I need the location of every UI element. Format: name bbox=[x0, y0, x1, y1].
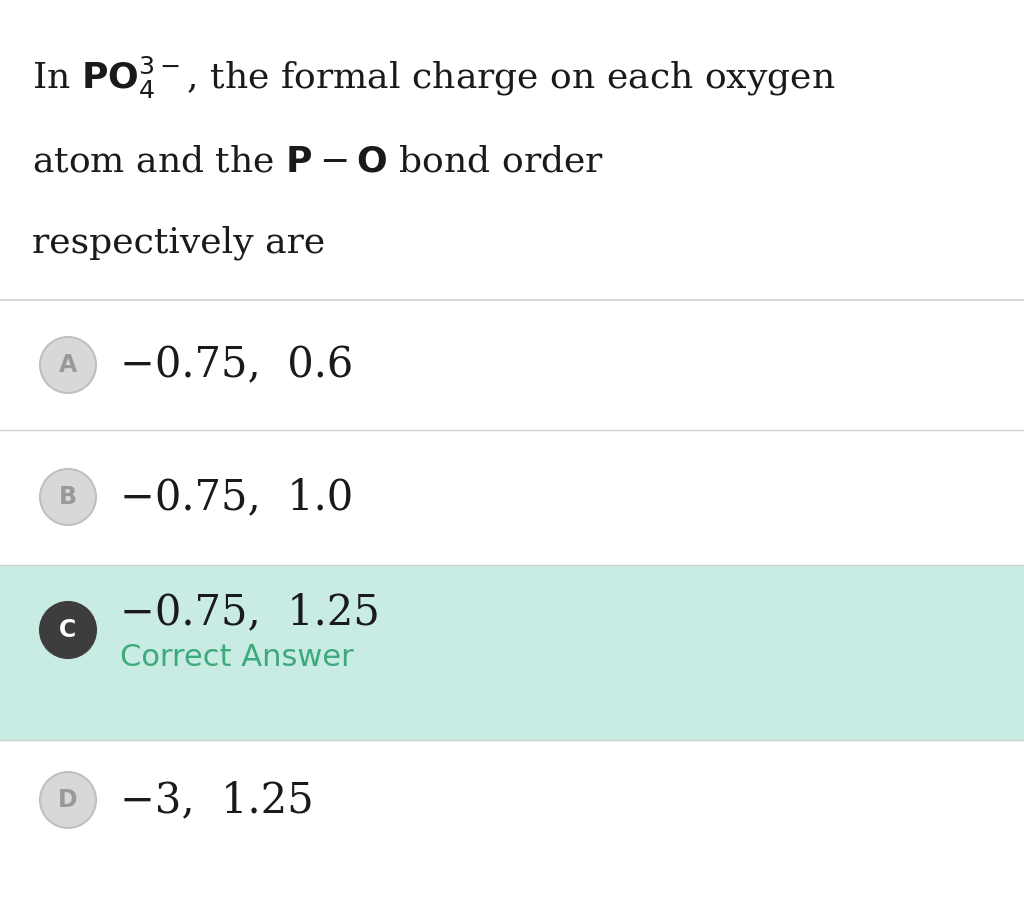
Text: −0.75,  1.0: −0.75, 1.0 bbox=[120, 476, 353, 518]
Text: −3,  1.25: −3, 1.25 bbox=[120, 779, 313, 821]
Text: Correct Answer: Correct Answer bbox=[120, 644, 353, 672]
Text: −0.75,  1.25: −0.75, 1.25 bbox=[120, 591, 380, 633]
Circle shape bbox=[40, 469, 96, 525]
Circle shape bbox=[40, 772, 96, 828]
Circle shape bbox=[40, 337, 96, 393]
Bar bbox=[0, 565, 1024, 740]
Text: B: B bbox=[59, 485, 77, 509]
Text: −0.75,  0.6: −0.75, 0.6 bbox=[120, 344, 353, 386]
Circle shape bbox=[40, 602, 96, 658]
Text: C: C bbox=[59, 618, 77, 642]
Text: respectively are: respectively are bbox=[32, 225, 326, 260]
Text: atom and the $\mathbf{P} - \mathbf{O}$ bond order: atom and the $\mathbf{P} - \mathbf{O}$ b… bbox=[32, 145, 604, 179]
Text: A: A bbox=[58, 353, 77, 377]
Text: In $\mathbf{PO}_4^{3-}$, the formal charge on each oxygen: In $\mathbf{PO}_4^{3-}$, the formal char… bbox=[32, 55, 836, 101]
Text: D: D bbox=[58, 788, 78, 812]
